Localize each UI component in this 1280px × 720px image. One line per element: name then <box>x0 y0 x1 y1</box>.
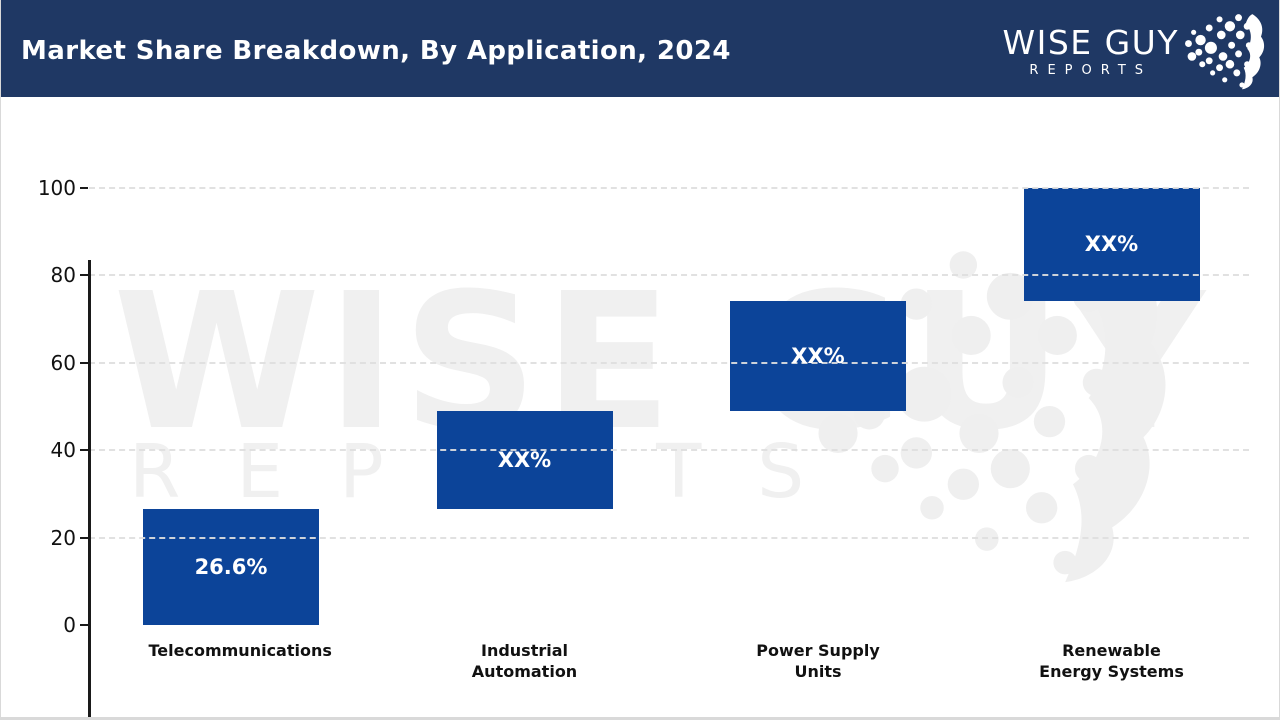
header-bar: Market Share Breakdown, By Application, … <box>1 0 1279 97</box>
bar-segment <box>436 410 613 509</box>
bar-segment <box>1023 187 1200 302</box>
x-category-label: Telecommunications <box>148 641 332 660</box>
gridline-y80 <box>89 274 1249 276</box>
y-tick-label-0: 0 <box>63 613 76 637</box>
y-tick-label-40: 40 <box>50 438 76 462</box>
y-axis-line <box>88 260 91 720</box>
y-tick-label-80: 80 <box>50 263 76 287</box>
x-category-label: Power Supply Units <box>756 641 880 681</box>
bar-value-label: XX% <box>791 343 845 368</box>
logo-wiseguy-text: WISE GUY <box>1002 23 1179 62</box>
wise-guy-reports-logo: WISE GUY REPORTS <box>1002 4 1267 94</box>
y-tick-40 <box>80 449 88 451</box>
y-tick-60 <box>80 361 88 364</box>
y-tick-20 <box>80 536 88 539</box>
bar-value-label: XX% <box>1084 232 1139 257</box>
gridline-y40 <box>89 449 1249 451</box>
bottom-border-line <box>1 717 1279 720</box>
bar-value-label: 26.6% <box>194 554 268 579</box>
page-title: Market Share Breakdown, By Application, … <box>21 36 731 66</box>
logo-face-dots-icon <box>1185 14 1265 90</box>
y-tick-label-100: 100 <box>37 175 76 200</box>
gridline-y20 <box>89 536 1249 539</box>
y-tick-100 <box>80 186 88 189</box>
y-tick-0 <box>80 624 88 626</box>
bar-segment <box>143 508 319 625</box>
gridline-y100 <box>89 186 1249 189</box>
gridline-y60 <box>89 361 1249 364</box>
logo-reports-text: REPORTS <box>1029 63 1153 78</box>
x-category-label: Renewable Energy Systems <box>1039 641 1184 681</box>
chart-area: 26.6% XX% XX% XX% 0 20 40 60 80 100 Telecommunica… <box>1 97 1279 720</box>
y-tick-label-60: 60 <box>50 350 76 375</box>
bar-segment <box>730 301 906 411</box>
x-category-label: Industrial Automation <box>471 641 578 681</box>
logo-text: WISE GUY REPORTS <box>1002 26 1179 80</box>
y-tick-80 <box>80 274 88 276</box>
bar-value-label: XX% <box>497 447 552 472</box>
y-tick-label-20: 20 <box>50 525 76 550</box>
